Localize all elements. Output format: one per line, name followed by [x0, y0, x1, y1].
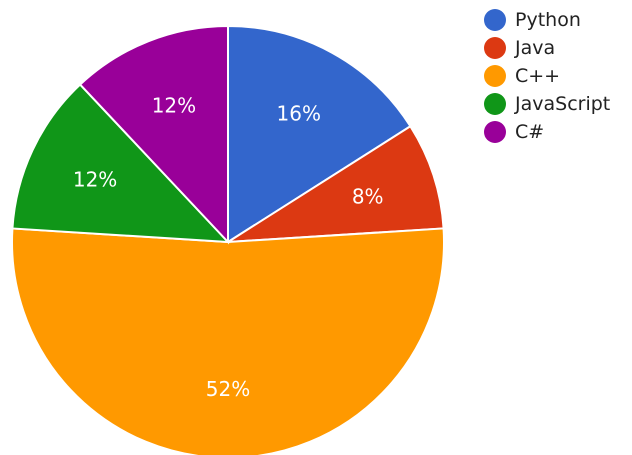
legend-swatch-python	[484, 9, 506, 31]
legend-label-python: Python	[515, 9, 581, 31]
slice-label-cplusplus: 52%	[206, 377, 250, 401]
slice-label-javascript: 12%	[73, 167, 117, 191]
legend-label-csharp: C#	[515, 121, 544, 143]
pie-slices	[11, 24, 445, 455]
slice-label-java: 8%	[352, 185, 384, 209]
pie-slice-python	[227, 24, 412, 244]
legend-swatch-csharp	[484, 121, 506, 143]
slice-labels: 16% 8% 52% 12% 12%	[73, 93, 384, 400]
legend-label-java: Java	[514, 37, 555, 59]
pie-slice-csharp	[78, 24, 229, 245]
legend: Python Java C++ JavaScript C#	[484, 9, 610, 143]
pie-slice-java	[227, 124, 445, 243]
pie-slice-javascript	[11, 83, 231, 244]
slice-label-csharp: 12%	[152, 93, 196, 117]
legend-label-javascript: JavaScript	[514, 93, 610, 115]
legend-swatch-cplusplus	[484, 65, 506, 87]
pie-slice-cplusplus	[11, 227, 445, 455]
slice-label-python: 16%	[277, 101, 321, 125]
legend-swatch-java	[484, 37, 506, 59]
legend-swatch-javascript	[484, 93, 506, 115]
legend-label-cplusplus: C++	[515, 65, 560, 87]
